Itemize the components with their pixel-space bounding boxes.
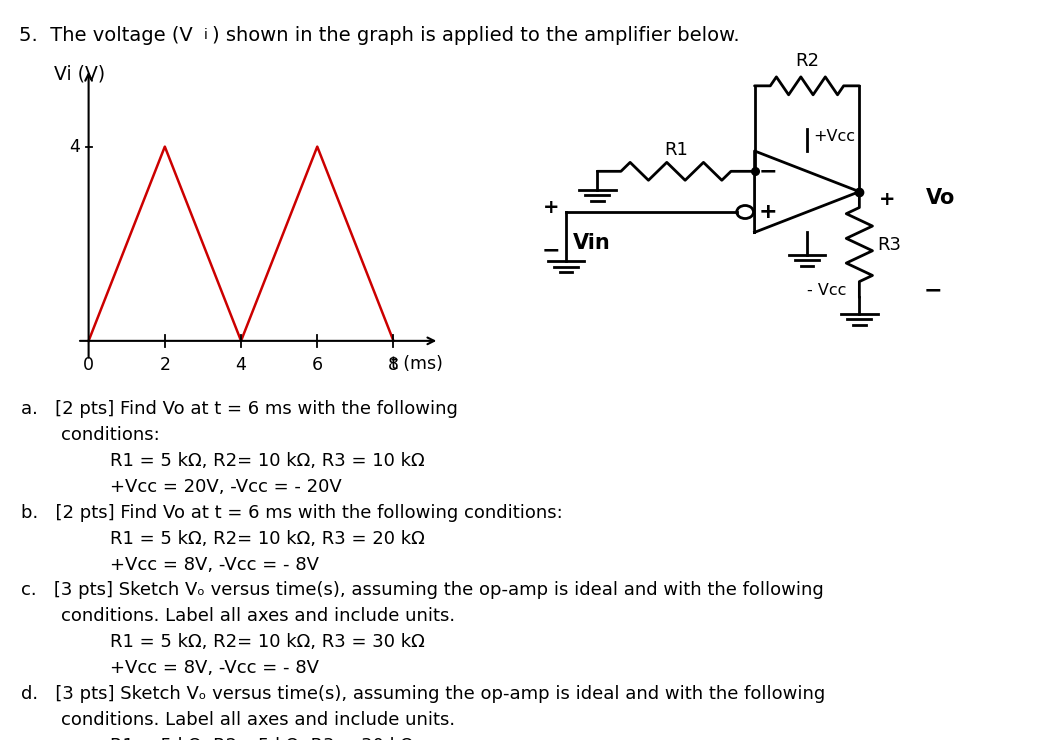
Text: R1 = 5 kΩ, R2= 10 kΩ, R3 = 10 kΩ: R1 = 5 kΩ, R2= 10 kΩ, R3 = 10 kΩ [110,452,424,470]
Text: ) shown in the graph is applied to the amplifier below.: ) shown in the graph is applied to the a… [212,26,739,45]
Text: 0: 0 [83,357,94,374]
Text: R2: R2 [795,53,818,70]
Text: −: − [542,240,561,260]
Text: −: − [759,161,777,181]
Text: 6: 6 [311,357,323,374]
Text: +Vcc = 20V, -Vcc = - 20V: +Vcc = 20V, -Vcc = - 20V [110,478,342,496]
Text: 2: 2 [159,357,171,374]
Text: R1 = 5 kΩ, R2= 10 kΩ, R3 = 20 kΩ: R1 = 5 kΩ, R2= 10 kΩ, R3 = 20 kΩ [110,530,424,548]
Text: +Vcc = 8V, -Vcc = - 8V: +Vcc = 8V, -Vcc = - 8V [110,659,319,677]
Text: +: + [759,202,777,222]
Text: i: i [203,28,208,42]
Text: 4: 4 [236,357,246,374]
Text: +Vcc = 8V, -Vcc = - 8V: +Vcc = 8V, -Vcc = - 8V [110,556,319,574]
Text: R1: R1 [664,141,687,159]
Text: conditions. Label all axes and include units.: conditions. Label all axes and include u… [61,608,455,625]
Text: d.   [3 pts] Sketch Vₒ versus time(s), assuming the op-amp is ideal and with the: d. [3 pts] Sketch Vₒ versus time(s), ass… [21,685,825,703]
Text: conditions. Label all axes and include units.: conditions. Label all axes and include u… [61,711,455,729]
Text: R3: R3 [878,235,901,254]
Text: a.   [2 pts] Find Vo at t = 6 ms with the following: a. [2 pts] Find Vo at t = 6 ms with the … [21,400,458,418]
Text: R1 = 5 kΩ, R2= 5 kΩ, R3 = 30 kΩ: R1 = 5 kΩ, R2= 5 kΩ, R3 = 30 kΩ [110,737,414,740]
Text: c.   [3 pts] Sketch Vₒ versus time(s), assuming the op-amp is ideal and with the: c. [3 pts] Sketch Vₒ versus time(s), ass… [21,582,824,599]
Text: +: + [543,198,560,217]
Text: R1 = 5 kΩ, R2= 10 kΩ, R3 = 30 kΩ: R1 = 5 kΩ, R2= 10 kΩ, R3 = 30 kΩ [110,633,424,651]
Text: Vin: Vin [573,232,611,252]
Text: 8: 8 [388,357,399,374]
Text: +Vcc: +Vcc [813,130,855,144]
Text: Vo: Vo [925,188,956,208]
Text: 5.  The voltage (V: 5. The voltage (V [19,26,193,45]
Text: Vi (V): Vi (V) [54,64,106,84]
Text: - Vcc: - Vcc [807,283,847,297]
Text: t (ms): t (ms) [391,355,443,374]
Text: 4: 4 [69,138,81,155]
Text: conditions:: conditions: [61,426,159,444]
Text: b.   [2 pts] Find Vo at t = 6 ms with the following conditions:: b. [2 pts] Find Vo at t = 6 ms with the … [21,504,563,522]
Text: +: + [879,190,896,209]
Text: −: − [923,280,942,300]
